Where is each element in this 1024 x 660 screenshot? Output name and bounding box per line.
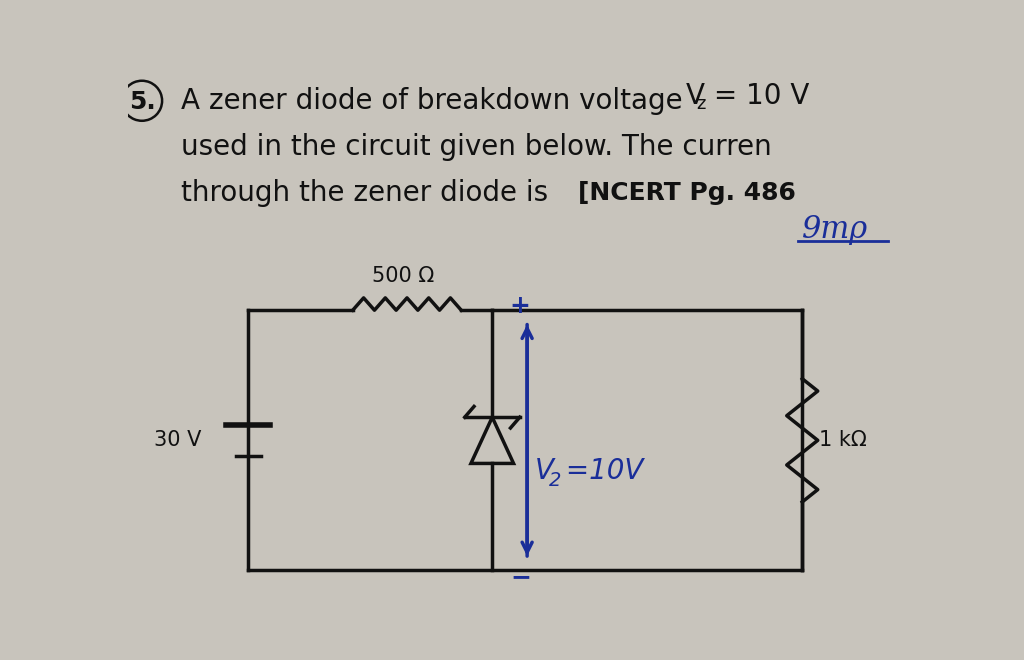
Text: =10V: =10V — [557, 457, 643, 485]
Text: 5.: 5. — [129, 90, 156, 114]
Text: A zener diode of breakdown voltage: A zener diode of breakdown voltage — [180, 86, 691, 115]
Text: used in the circuit given below. The curren: used in the circuit given below. The cur… — [180, 133, 771, 161]
Text: 500 Ω: 500 Ω — [372, 265, 434, 286]
Text: −: − — [510, 565, 531, 589]
Text: +: + — [509, 294, 529, 318]
Text: 1 kΩ: 1 kΩ — [819, 430, 867, 450]
Text: 2: 2 — [549, 471, 561, 490]
Text: 9mρ: 9mρ — [802, 214, 868, 245]
Text: V: V — [535, 457, 554, 485]
Text: [NCERT Pg. 486: [NCERT Pg. 486 — [578, 181, 796, 205]
Text: through the zener diode is: through the zener diode is — [180, 179, 548, 207]
Text: z: z — [696, 95, 706, 113]
Text: 30 V: 30 V — [155, 430, 202, 450]
Text: = 10 V: = 10 V — [706, 82, 810, 110]
Text: V: V — [686, 82, 705, 110]
